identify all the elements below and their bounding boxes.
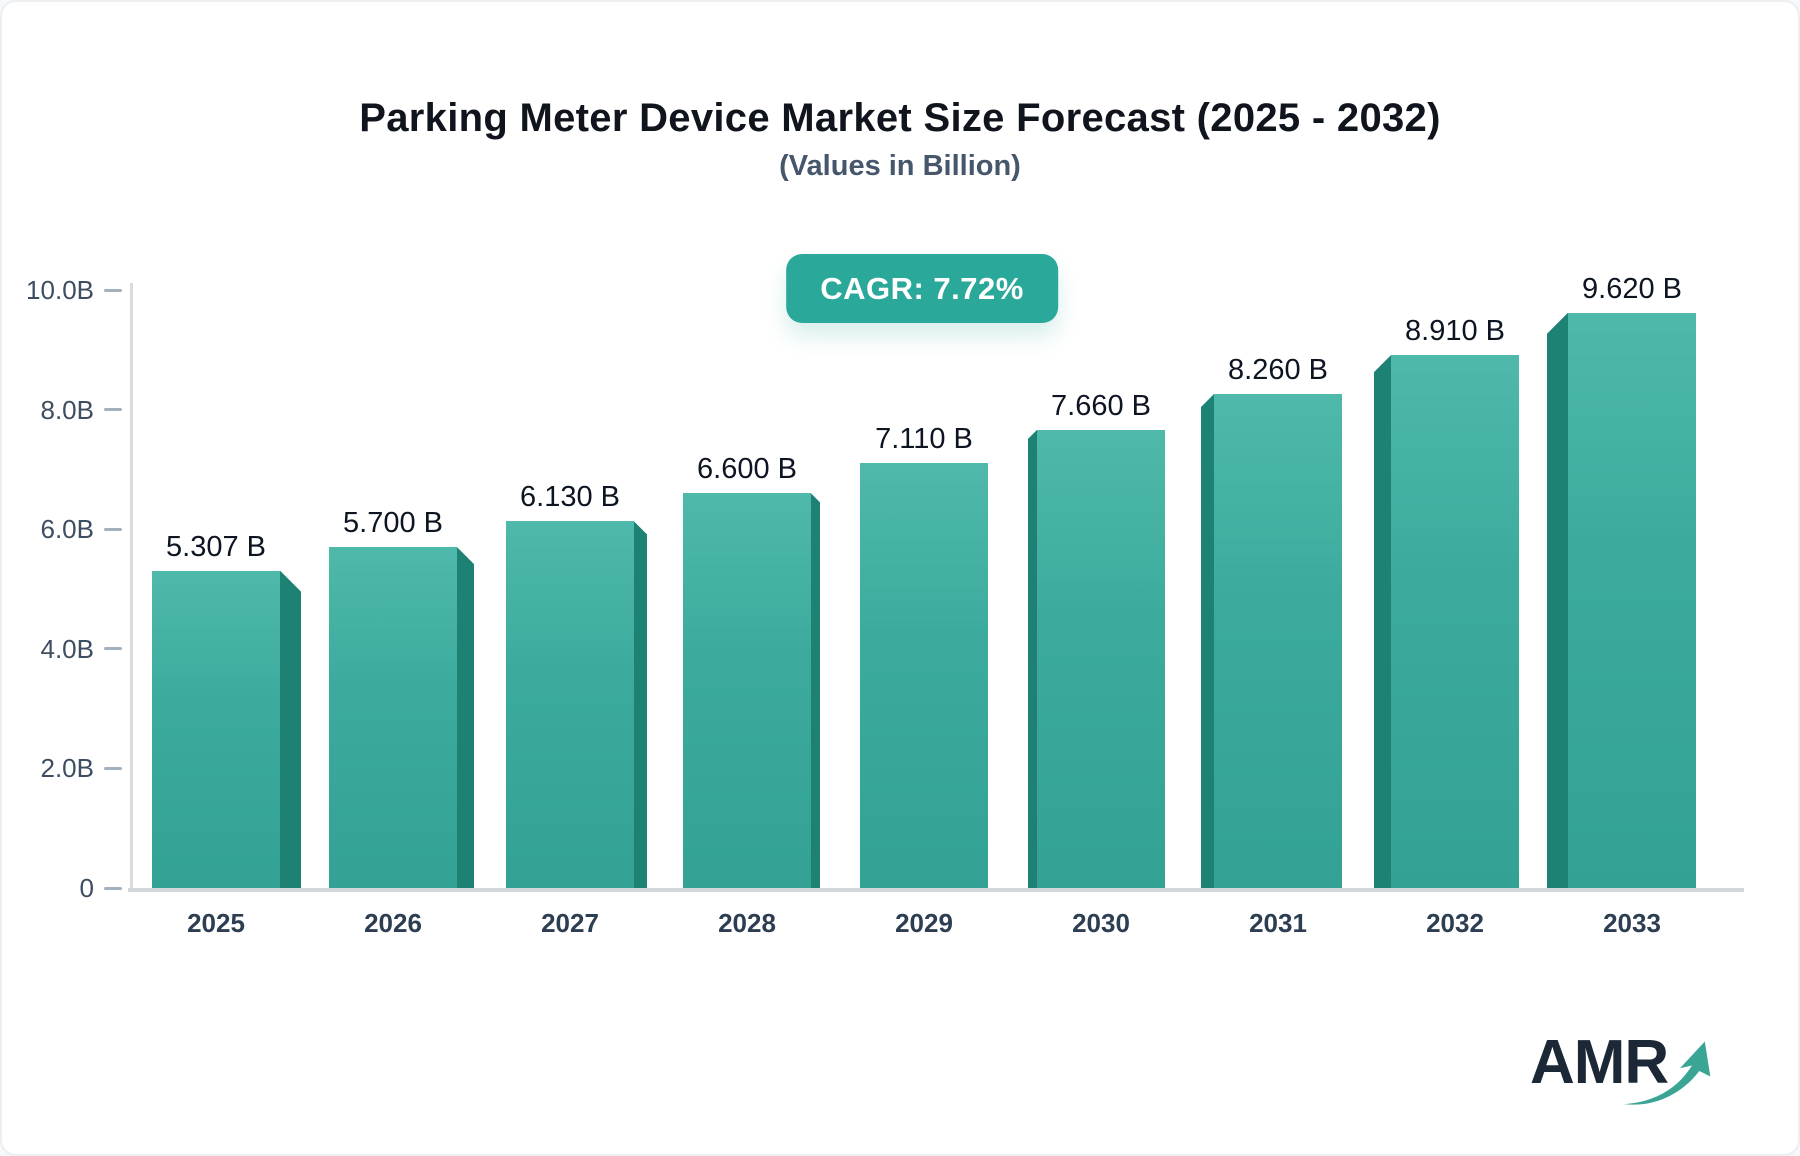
y-axis-tick-label: 8.0B xyxy=(40,394,95,425)
bar-value-label: 9.620 B xyxy=(1582,272,1682,305)
bar-value-label: 5.307 B xyxy=(166,530,266,563)
y-axis-tick xyxy=(104,766,122,770)
bar-value-label: 5.700 B xyxy=(343,507,443,540)
x-axis-label-2027: 2027 xyxy=(541,908,599,938)
x-axis-label-2031: 2031 xyxy=(1249,908,1307,938)
x-axis-label-2030: 2030 xyxy=(1072,908,1130,938)
bar-value-label: 8.260 B xyxy=(1228,354,1328,387)
bar-2030 xyxy=(1037,429,1165,888)
cagr-label: CAGR: 7.72% xyxy=(820,270,1024,306)
y-axis-tick-label: 6.0B xyxy=(40,514,95,545)
x-axis-label-2029: 2029 xyxy=(895,908,953,938)
bar-value-label: 7.660 B xyxy=(1051,389,1151,422)
bar-side-2031 xyxy=(1201,394,1214,888)
bar-value-label: 6.130 B xyxy=(520,481,620,514)
bar-value-label: 7.110 B xyxy=(875,422,973,455)
y-axis-tick xyxy=(104,288,122,292)
cagr-badge: CAGR: 7.72% xyxy=(786,254,1058,323)
bar-2028 xyxy=(683,493,811,888)
bar-2031 xyxy=(1214,394,1342,888)
y-axis-tick xyxy=(104,886,122,890)
x-axis-line xyxy=(128,888,1744,892)
x-axis-label-2025: 2025 xyxy=(187,908,245,938)
y-axis-tick-label: 2.0B xyxy=(40,753,95,784)
bar-side-2028 xyxy=(811,493,820,888)
bar-side-2030 xyxy=(1028,429,1037,888)
chart-title: Parking Meter Device Market Size Forecas… xyxy=(359,96,1441,140)
bar-2029 xyxy=(860,462,988,888)
y-axis-tick-label: 0 xyxy=(79,873,94,903)
y-axis-tick-label: 10.0B xyxy=(26,275,94,305)
bar-2033 xyxy=(1568,312,1696,888)
bar-value-label: 6.600 B xyxy=(697,453,797,486)
x-axis-label-2032: 2032 xyxy=(1426,908,1484,938)
bar-2026 xyxy=(329,547,457,888)
bar-2027 xyxy=(506,521,634,888)
x-axis-label-2033: 2033 xyxy=(1603,908,1661,938)
bar-2025 xyxy=(152,570,280,888)
logo-text: AMR xyxy=(1530,1028,1669,1097)
bar-side-2025 xyxy=(280,570,301,888)
y-axis-line xyxy=(130,283,133,891)
x-axis-label-2026: 2026 xyxy=(364,908,422,938)
y-axis-tick xyxy=(104,527,122,531)
y-axis-tick xyxy=(104,408,122,412)
bar-2032 xyxy=(1391,355,1519,888)
bar-side-2033 xyxy=(1547,312,1568,888)
x-axis-label-2028: 2028 xyxy=(718,908,776,938)
trend-arrow-icon xyxy=(1623,1041,1711,1105)
y-axis-tick xyxy=(104,647,122,651)
amr-logo: AMR xyxy=(1530,1032,1730,1112)
chart-subtitle: (Values in Billion) xyxy=(779,150,1021,182)
y-axis-tick-label: 4.0B xyxy=(40,633,95,664)
bar-side-2027 xyxy=(634,521,647,888)
bar-value-label: 8.910 B xyxy=(1405,315,1505,348)
bar-side-2032 xyxy=(1374,355,1391,888)
bar-side-2026 xyxy=(457,547,474,888)
